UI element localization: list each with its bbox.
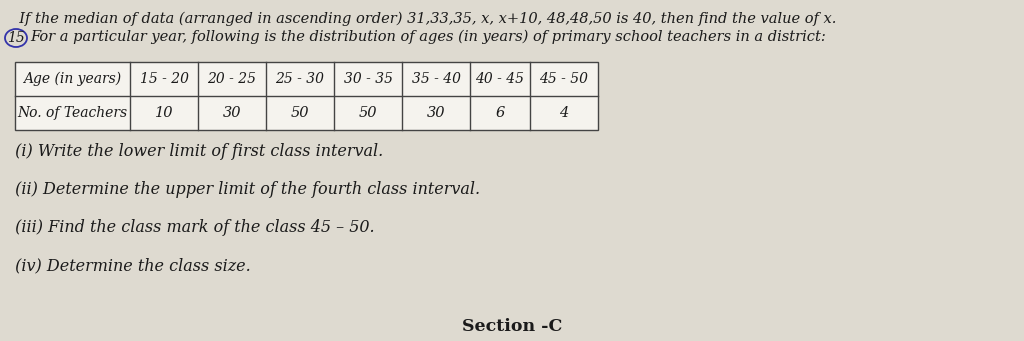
Text: For a particular year, following is the distribution of ages (in years) of prima: For a particular year, following is the … [30, 30, 825, 44]
Text: 50: 50 [358, 106, 377, 120]
Text: 35 - 40: 35 - 40 [412, 72, 461, 86]
Text: (ii) Determine the upper limit of the fourth class interval.: (ii) Determine the upper limit of the fo… [10, 181, 480, 198]
Text: 6: 6 [496, 106, 505, 120]
Text: 30 - 35: 30 - 35 [343, 72, 392, 86]
Text: Section -C: Section -C [462, 318, 562, 335]
Text: (i) Write the lower limit of first class interval.: (i) Write the lower limit of first class… [10, 143, 383, 160]
Text: 4: 4 [559, 106, 568, 120]
Text: 15 - 20: 15 - 20 [139, 72, 188, 86]
Text: 50: 50 [291, 106, 309, 120]
Text: 30: 30 [223, 106, 242, 120]
Text: 10: 10 [155, 106, 173, 120]
Text: 40 - 45: 40 - 45 [475, 72, 524, 86]
Text: (iii) Find the class mark of the class 45 – 50.: (iii) Find the class mark of the class 4… [10, 219, 375, 236]
Text: If the median of data (arranged in ascending order) 31,33,35, x, x+10, 48,48,50 : If the median of data (arranged in ascen… [10, 12, 837, 26]
Text: (iv) Determine the class size.: (iv) Determine the class size. [10, 257, 251, 274]
Text: No. of Teachers: No. of Teachers [17, 106, 128, 120]
Text: 25 - 30: 25 - 30 [275, 72, 325, 86]
Bar [15, 62, 598, 130]
Text: 15: 15 [7, 31, 25, 45]
Text: 45 - 50: 45 - 50 [540, 72, 589, 86]
Bar [15, 62, 598, 130]
Text: 20 - 25: 20 - 25 [208, 72, 256, 86]
Text: 30: 30 [427, 106, 445, 120]
Text: Age (in years): Age (in years) [24, 72, 122, 86]
